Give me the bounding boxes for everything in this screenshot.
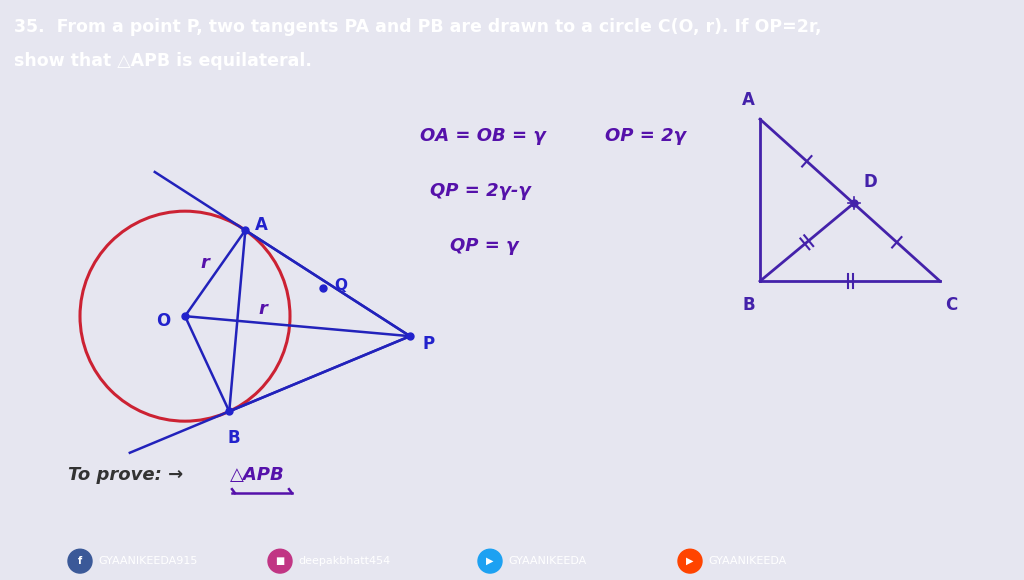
Text: r: r <box>200 254 209 272</box>
Text: Q: Q <box>335 278 348 293</box>
Text: O: O <box>156 312 170 330</box>
Text: OP = 2γ: OP = 2γ <box>605 127 686 145</box>
Text: QP = 2γ-γ: QP = 2γ-γ <box>430 182 530 200</box>
Text: ▶: ▶ <box>486 556 494 566</box>
Text: △APB: △APB <box>230 466 285 484</box>
Text: GYAANIKEEDA: GYAANIKEEDA <box>508 556 587 566</box>
Text: r: r <box>259 300 267 318</box>
Circle shape <box>478 549 502 573</box>
Circle shape <box>268 549 292 573</box>
Text: D: D <box>863 173 878 191</box>
Text: show that △APB is equilateral.: show that △APB is equilateral. <box>14 52 312 70</box>
Text: f: f <box>78 556 82 566</box>
Text: ■: ■ <box>275 556 285 566</box>
Text: QP = γ: QP = γ <box>450 237 518 255</box>
Text: B: B <box>742 296 755 314</box>
Text: C: C <box>945 296 957 314</box>
Text: GYAANIKEEDA915: GYAANIKEEDA915 <box>98 556 198 566</box>
Text: ▶: ▶ <box>686 556 693 566</box>
Text: 35.  From a point P, two tangents PA and PB are drawn to a circle C(O, r). If OP: 35. From a point P, two tangents PA and … <box>14 18 821 36</box>
Circle shape <box>678 549 702 573</box>
Text: To prove: →: To prove: → <box>68 466 183 484</box>
Text: deepakbhatt454: deepakbhatt454 <box>298 556 390 566</box>
Text: A: A <box>742 91 755 109</box>
Text: B: B <box>228 429 241 447</box>
Text: A: A <box>255 216 268 234</box>
Text: OA = OB = γ: OA = OB = γ <box>420 127 546 145</box>
Circle shape <box>68 549 92 573</box>
Text: GYAANIKEEDA: GYAANIKEEDA <box>708 556 786 566</box>
Text: P: P <box>422 335 434 353</box>
